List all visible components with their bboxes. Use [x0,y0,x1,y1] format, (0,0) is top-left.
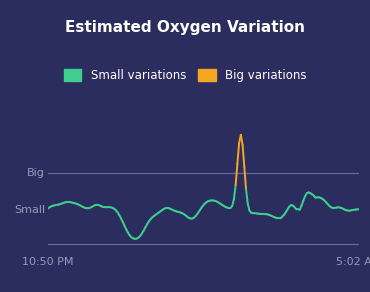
Text: Big: Big [27,168,45,178]
Text: Small: Small [14,205,45,215]
FancyBboxPatch shape [7,6,363,286]
Legend: Small variations, Big variations: Small variations, Big variations [59,64,311,87]
Text: Estimated Oxygen Variation: Estimated Oxygen Variation [65,20,305,35]
